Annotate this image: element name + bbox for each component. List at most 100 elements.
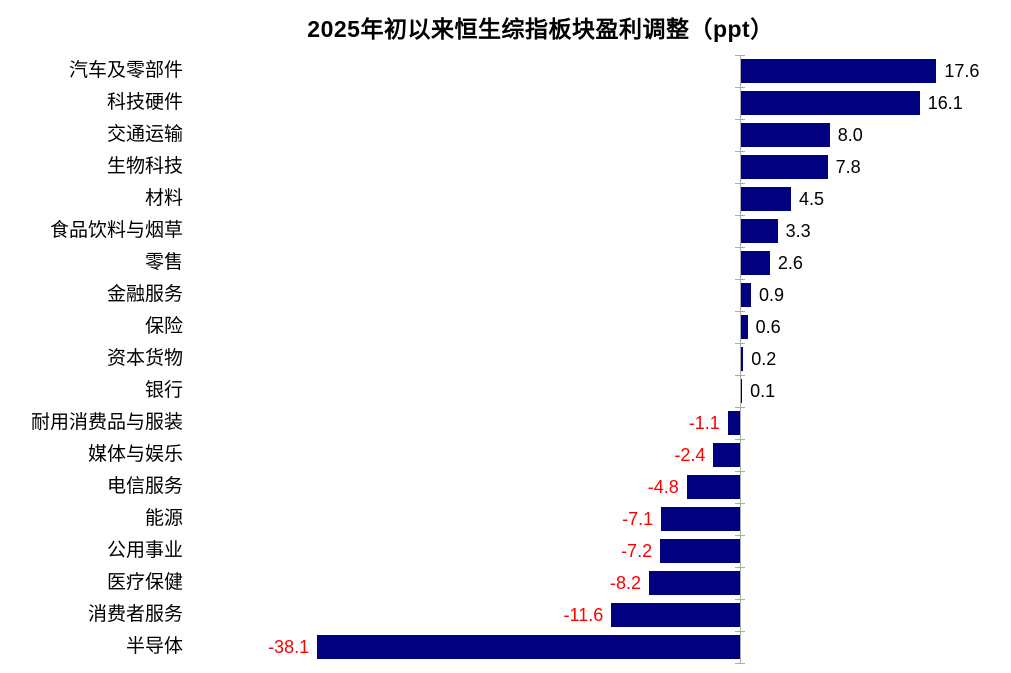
chart-row: 生物科技 7.8 [0,151,1011,183]
chart-row: 消费者服务 -11.6 [0,599,1011,631]
value-label: 0.6 [755,317,781,337]
bar [741,315,748,339]
bar [686,475,740,499]
bar [648,571,740,595]
bar [741,219,778,243]
category-label: 能源 [144,508,183,529]
chart-row: 材料 4.5 [0,183,1011,215]
axis-tick [735,599,745,600]
category-label: 公用事业 [106,540,183,561]
chart-row: 耐用消费品与服装 -1.1 [0,407,1011,439]
axis-tick [735,535,745,536]
bar [611,603,740,627]
bar [741,91,920,115]
bar [741,283,751,307]
chart-row: 零售 2.6 [0,247,1011,279]
bar [741,123,830,147]
category-label: 科技硬件 [106,92,183,113]
value-label: 2.6 [777,253,803,273]
category-label: 半导体 [125,636,183,657]
category-label: 食品饮料与烟草 [49,220,183,241]
axis-tick [735,247,745,248]
chart-row: 媒体与娱乐 -2.4 [0,439,1011,471]
value-label: -1.1 [688,413,720,433]
value-label: 8.0 [837,125,863,145]
axis-tick [735,631,745,632]
axis-tick [735,503,745,504]
bar [660,539,740,563]
value-label: -2.4 [674,445,706,465]
bar [741,187,791,211]
axis-tick [735,151,745,152]
value-label: -38.1 [268,637,310,657]
bar [741,347,744,371]
bar [741,379,743,403]
category-label: 医疗保健 [106,572,183,593]
axis-tick [735,471,745,472]
axis-tick [735,183,745,184]
chart-row: 半导体 -38.1 [0,631,1011,663]
category-label: 消费者服务 [87,604,183,625]
axis-tick [735,215,745,216]
chart-row: 电信服务 -4.8 [0,471,1011,503]
category-label: 保险 [144,316,183,337]
value-label: 7.8 [835,157,861,177]
chart-row: 科技硬件 16.1 [0,87,1011,119]
plot-area: 汽车及零部件 17.6 科技硬件 16.1 交通运输 8.0 生物科技 7.8 材料 4.5 食品饮… [0,55,1011,664]
value-label: 4.5 [798,189,824,209]
bar [741,251,770,275]
axis-tick [735,343,745,344]
category-label: 耐用消费品与服装 [30,412,183,433]
category-label: 汽车及零部件 [68,60,183,81]
bar [727,411,740,435]
category-label: 生物科技 [106,156,183,177]
chart-row: 食品饮料与烟草 3.3 [0,215,1011,247]
value-label: -4.8 [647,477,679,497]
category-label: 零售 [144,252,183,273]
chart-row: 交通运输 8.0 [0,119,1011,151]
chart-row: 公用事业 -7.2 [0,535,1011,567]
axis-tick [735,375,745,376]
bar [713,443,740,467]
axis-tick [735,55,745,56]
category-label: 金融服务 [106,284,183,305]
value-label: 0.9 [758,285,785,305]
value-label: -8.2 [609,573,641,593]
axis-tick [735,439,745,440]
bar [741,155,828,179]
chart-row: 汽车及零部件 17.6 [0,55,1011,87]
category-label: 银行 [144,380,183,401]
value-label: -11.6 [563,605,604,625]
bar [661,507,740,531]
bar [317,635,740,659]
chart-row: 金融服务 0.9 [0,279,1011,311]
bar [741,59,937,83]
chart-row: 保险 0.6 [0,311,1011,343]
category-label: 资本货物 [106,348,183,369]
value-label: 0.1 [750,381,776,401]
chart-row: 资本货物 0.2 [0,343,1011,375]
chart-row: 医疗保健 -8.2 [0,567,1011,599]
axis-tick [735,87,745,88]
value-label: -7.1 [622,509,654,529]
value-label: -7.2 [621,541,653,561]
axis-tick [735,279,745,280]
chart-row: 能源 -7.1 [0,503,1011,535]
chart-title: 2025年初以来恒生综指板块盈利调整（ppt） [307,16,774,42]
axis-tick [735,567,745,568]
value-label: 16.1 [927,93,963,113]
axis-tick [735,407,745,408]
axis-tick [735,311,745,312]
zero-axis-line [740,55,741,663]
axis-tick [735,119,745,120]
category-label: 材料 [144,188,183,209]
chart-row: 银行 0.1 [0,375,1011,407]
category-label: 交通运输 [106,124,183,145]
value-label: 3.3 [785,221,811,241]
axis-tick [735,663,745,664]
value-label: 0.2 [751,349,777,369]
category-label: 媒体与娱乐 [87,444,183,465]
category-label: 电信服务 [106,476,183,497]
value-label: 17.6 [944,61,980,81]
